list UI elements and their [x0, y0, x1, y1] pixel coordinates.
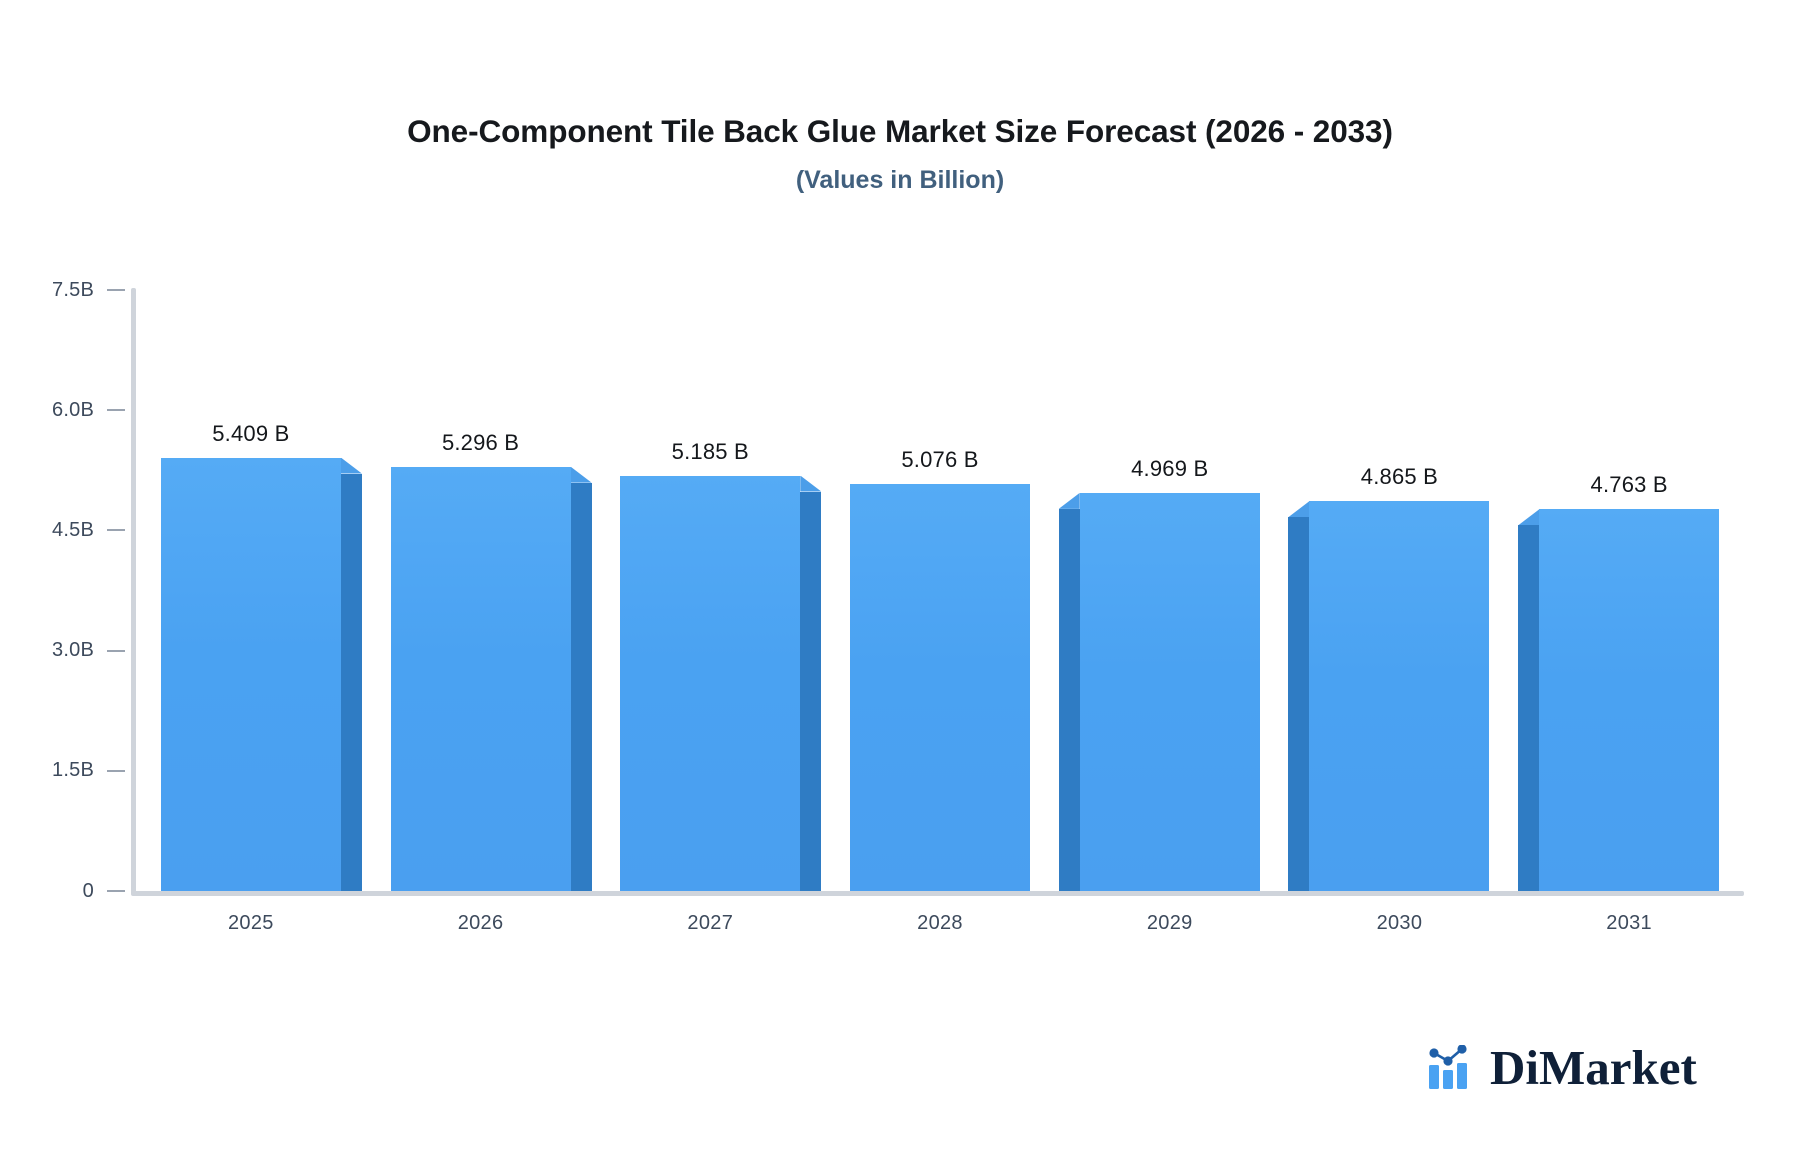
- bar-front-face: [850, 484, 1030, 891]
- bar-value-label: 5.296 B: [441, 429, 520, 455]
- x-axis-tick-label: 2030: [1376, 912, 1423, 934]
- bar-chart-trend-icon: [1428, 1043, 1476, 1091]
- dimarket-logo: DiMarket: [1428, 1043, 1697, 1092]
- y-axis-tick-mark: [107, 409, 125, 412]
- y-axis-tick: 3.0B: [0, 639, 125, 662]
- bar-front-face: [1539, 509, 1720, 891]
- bar-2028[interactable]: 5.076 B: [850, 447, 1030, 891]
- bar-side-face: [1518, 525, 1540, 891]
- bar-top-bevel: [800, 475, 822, 492]
- page-subtitle: (Values in Billion): [795, 166, 1005, 195]
- y-axis-tick-mark: [107, 890, 125, 892]
- y-axis-tick-label: 4.5B: [52, 518, 94, 541]
- y-axis-tick: 1.5B: [0, 759, 125, 782]
- y-axis-tick-mark: [107, 649, 125, 652]
- y-axis-tick-label: 0: [82, 879, 94, 902]
- bar-value-label: 4.763 B: [1590, 472, 1668, 498]
- chart-header: One-Component Tile Back Glue Market Size…: [0, 112, 1800, 195]
- x-axis-tick-label: 2025: [227, 912, 274, 934]
- bar-front-face: [1309, 501, 1490, 891]
- bar-front-face: [1079, 492, 1260, 891]
- bar-top-bevel: [1288, 501, 1310, 518]
- x-axis-tick-label: 2028: [917, 912, 963, 934]
- y-axis-tick: 0: [0, 879, 125, 902]
- bar-2031[interactable]: 4.763 B: [1518, 472, 1720, 891]
- bar-2029[interactable]: 4.969 B: [1058, 456, 1260, 891]
- bar-2027[interactable]: 5.185 B: [620, 439, 822, 891]
- page-title: One-Component Tile Back Glue Market Size…: [407, 113, 1393, 149]
- x-axis-tick-label: 2027: [687, 912, 734, 934]
- bar-value-label: 5.409 B: [212, 420, 290, 446]
- bar-top-bevel: [1058, 492, 1080, 509]
- bar-side-face: [1288, 517, 1310, 891]
- y-axis-tick-label: 6.0B: [52, 398, 94, 421]
- bar-2026[interactable]: 5.296 B: [390, 430, 592, 891]
- bar-front-face: [160, 457, 341, 891]
- bar-top-bevel: [1518, 509, 1540, 526]
- bar-value-label: 5.185 B: [671, 438, 749, 464]
- bar-top-bevel: [340, 457, 362, 474]
- y-axis-tick: 6.0B: [0, 398, 125, 421]
- bar-side-face: [570, 482, 592, 891]
- bar-2025[interactable]: 5.409 B: [160, 421, 362, 891]
- x-axis-tick-label: 2029: [1146, 912, 1193, 934]
- bar-2030[interactable]: 4.865 B: [1288, 464, 1490, 891]
- y-axis-tick-label: 7.5B: [52, 278, 94, 301]
- bar-value-label: 5.076 B: [901, 447, 979, 473]
- bar-side-face: [1058, 508, 1080, 891]
- y-axis-tick-mark: [107, 769, 125, 772]
- y-axis-tick: 4.5B: [0, 518, 125, 541]
- bar-value-label: 4.865 B: [1360, 464, 1439, 490]
- x-axis-line: [131, 891, 1744, 896]
- bar-front-face: [390, 466, 571, 891]
- x-axis-tick-label: 2031: [1606, 912, 1652, 934]
- y-axis-tick: 7.5B: [0, 278, 125, 301]
- bar-value-label: 4.969 B: [1131, 455, 1209, 481]
- y-axis-line: [131, 288, 136, 895]
- y-axis-tick-mark: [107, 289, 125, 291]
- y-axis-tick-mark: [107, 529, 125, 532]
- y-axis-tick-label: 1.5B: [52, 759, 94, 782]
- y-axis-tick-label: 3.0B: [52, 639, 94, 662]
- bar-front-face: [620, 475, 801, 891]
- logo-wordmark: DiMarket: [1490, 1040, 1697, 1095]
- bar-side-face: [800, 491, 822, 891]
- bar-side-face: [340, 473, 362, 891]
- bar-top-bevel: [570, 466, 592, 483]
- x-axis-tick-label: 2026: [457, 912, 504, 934]
